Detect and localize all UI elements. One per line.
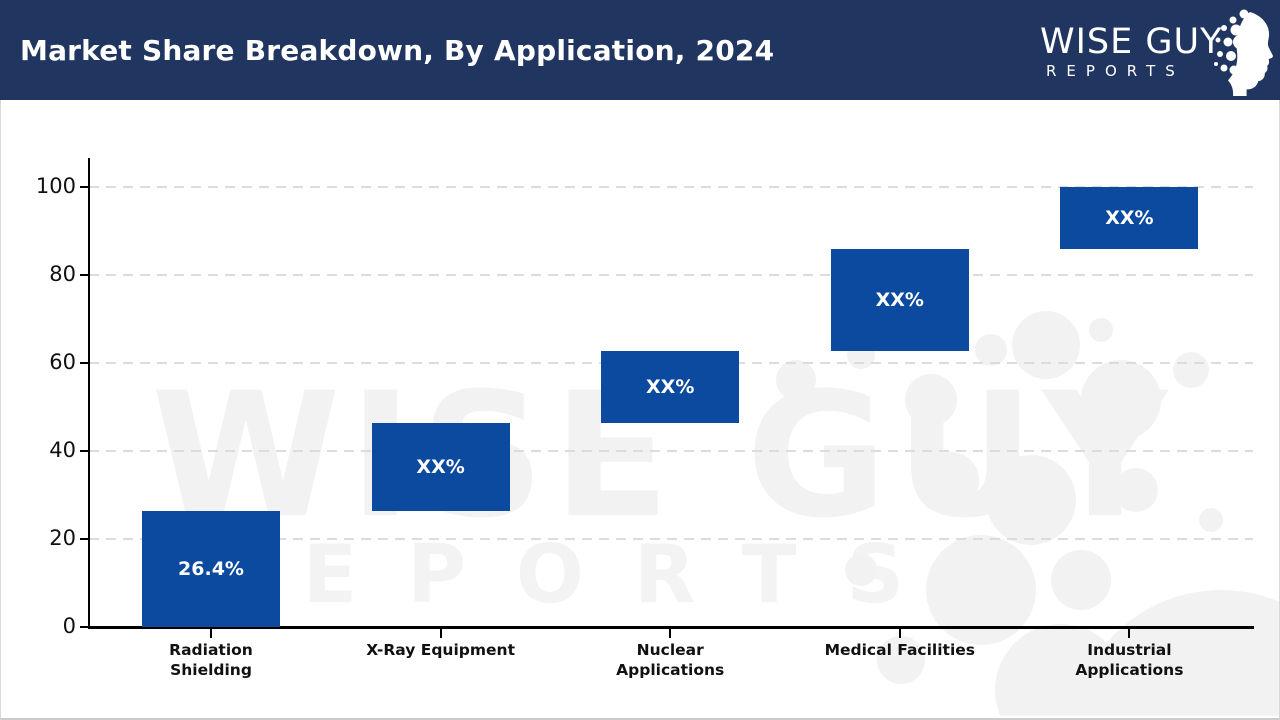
y-tick-mark — [80, 361, 89, 364]
x-axis-line — [88, 626, 1254, 629]
x-category-label: Medical Facilities — [824, 641, 976, 659]
header-bar: Market Share Breakdown, By Application, … — [0, 0, 1280, 100]
x-tick-mark — [210, 629, 212, 638]
x-tick-mark — [1128, 629, 1131, 638]
x-tick-mark — [669, 629, 672, 638]
bar-value-label: XX% — [416, 455, 465, 478]
logo-subtitle: REPORTS — [1046, 62, 1185, 80]
gridline-y80 — [89, 273, 1253, 276]
y-tick-label: 20 — [49, 525, 76, 550]
y-tick-label: 60 — [49, 349, 76, 374]
x-category-label: Radiation Shielding — [169, 641, 253, 679]
bar-value-label: XX% — [1105, 206, 1154, 229]
y-tick-mark — [80, 185, 89, 188]
bar-4: XX% — [830, 249, 969, 352]
x-category-label: Industrial Applications — [1075, 641, 1184, 679]
wiseguy-logo: WISE GUY REPORTS — [1012, 0, 1273, 100]
y-tick-label: 0 — [62, 614, 76, 638]
y-tick-label: 40 — [49, 437, 76, 462]
x-category-label: Nuclear Applications — [616, 641, 725, 679]
bar-value-label: XX% — [875, 289, 924, 312]
bar-value-label: 26.4% — [178, 557, 244, 580]
gridline-y20 — [89, 537, 1253, 540]
page-title: Market Share Breakdown, By Application, … — [20, 33, 775, 67]
y-tick-mark — [80, 537, 89, 540]
y-tick-mark — [80, 449, 89, 452]
x-tick-mark — [439, 629, 442, 638]
x-category-label: X-Ray Equipment — [366, 641, 515, 659]
y-tick-label: 100 — [35, 173, 76, 198]
gridline-y100 — [89, 185, 1253, 188]
bar-2: XX% — [371, 422, 510, 511]
bar-1: 26.4% — [142, 510, 280, 627]
watermark-subtitle: REPORTS — [191, 528, 955, 621]
y-tick-label: 80 — [49, 261, 76, 286]
bar-3: XX% — [601, 351, 740, 423]
gridline-y40 — [89, 449, 1253, 452]
y-axis-line — [88, 158, 90, 628]
x-tick-mark — [898, 629, 901, 638]
head-profile-icon — [1214, 9, 1273, 96]
bar-5: XX% — [1060, 186, 1199, 250]
y-tick-mark — [80, 273, 89, 276]
logo-wordmark: WISE GUY — [1040, 22, 1223, 62]
bar-value-label: XX% — [646, 375, 695, 398]
y-tick-mark — [80, 626, 89, 628]
